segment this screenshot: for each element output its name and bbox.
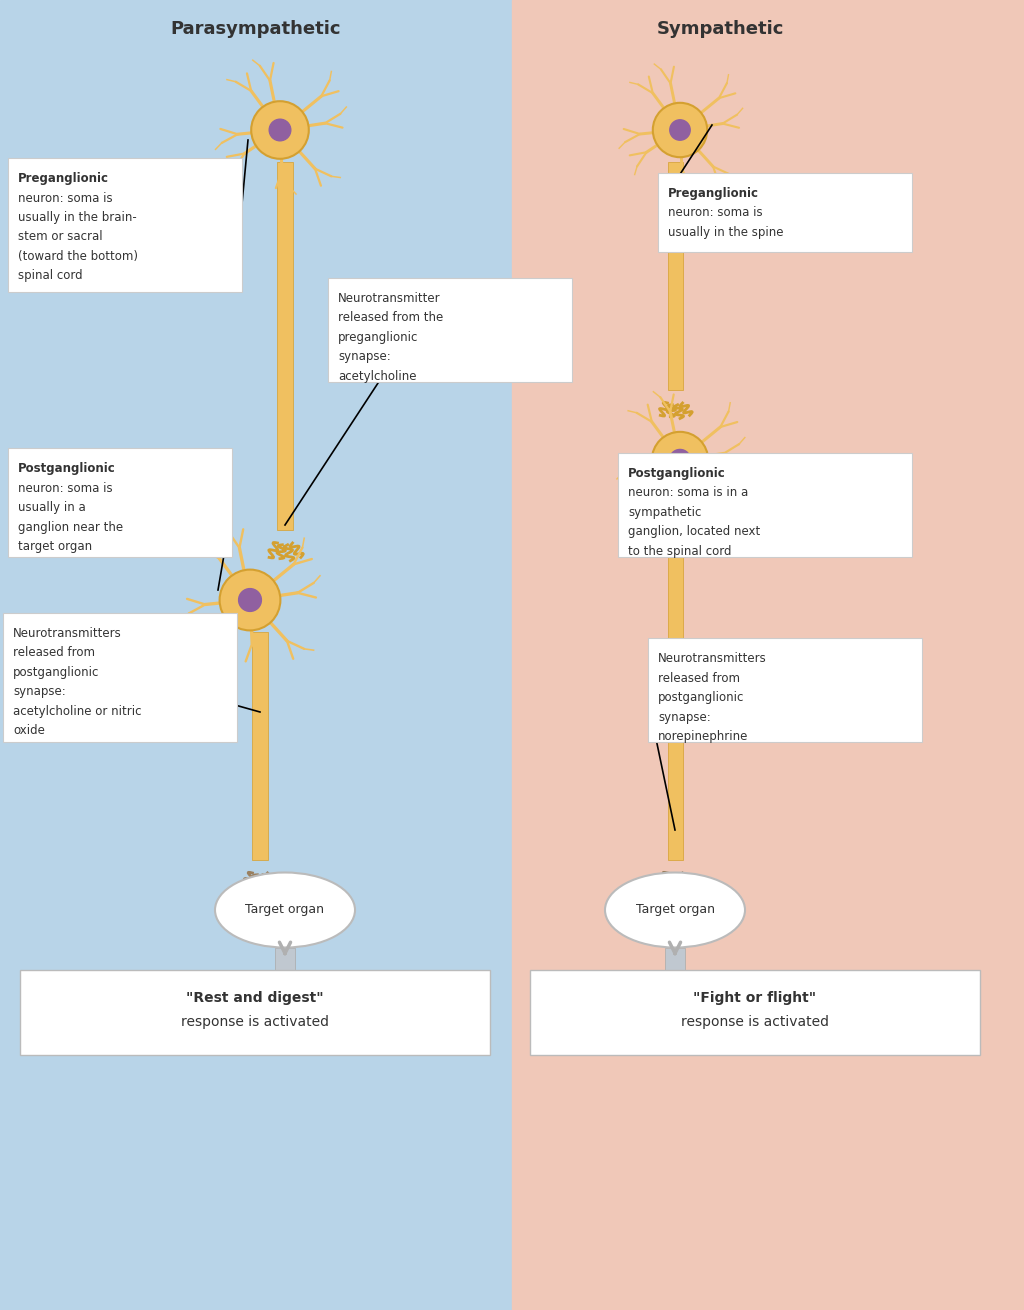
Text: neuron: soma is: neuron: soma is bbox=[18, 191, 113, 204]
Text: target organ: target organ bbox=[18, 540, 92, 553]
Text: neuron: soma is in a: neuron: soma is in a bbox=[628, 486, 749, 499]
Text: response is activated: response is activated bbox=[181, 1015, 329, 1028]
Circle shape bbox=[219, 570, 281, 630]
Text: acetylcholine or nitric: acetylcholine or nitric bbox=[13, 705, 141, 718]
Text: postganglionic: postganglionic bbox=[658, 690, 744, 703]
Circle shape bbox=[269, 119, 291, 140]
Bar bbox=[275, 948, 295, 979]
Text: Target organ: Target organ bbox=[636, 904, 715, 917]
Bar bbox=[278, 162, 293, 531]
Ellipse shape bbox=[605, 872, 745, 947]
Text: Parasympathetic: Parasympathetic bbox=[171, 20, 341, 38]
Text: spinal cord: spinal cord bbox=[18, 270, 83, 283]
Circle shape bbox=[670, 119, 690, 140]
Text: (toward the bottom): (toward the bottom) bbox=[18, 250, 138, 263]
Circle shape bbox=[670, 449, 690, 470]
Text: released from the: released from the bbox=[338, 312, 443, 325]
Text: released from: released from bbox=[658, 672, 740, 685]
FancyBboxPatch shape bbox=[3, 613, 237, 741]
Text: Target organ: Target organ bbox=[246, 904, 325, 917]
Polygon shape bbox=[655, 979, 695, 1000]
Text: "Rest and digest": "Rest and digest" bbox=[186, 990, 324, 1005]
FancyBboxPatch shape bbox=[328, 278, 572, 383]
Text: neuron: soma is: neuron: soma is bbox=[668, 207, 763, 220]
Bar bbox=[252, 631, 268, 859]
Polygon shape bbox=[265, 979, 305, 1000]
Text: synapse:: synapse: bbox=[13, 685, 66, 698]
Text: Postganglionic: Postganglionic bbox=[628, 466, 726, 479]
Text: acetylcholine: acetylcholine bbox=[338, 369, 417, 383]
Circle shape bbox=[239, 588, 261, 612]
FancyBboxPatch shape bbox=[618, 453, 912, 557]
Bar bbox=[512, 0, 1024, 1310]
Text: to the spinal cord: to the spinal cord bbox=[628, 545, 731, 558]
Bar bbox=[0, 0, 512, 1310]
Ellipse shape bbox=[215, 872, 355, 947]
Text: Sympathetic: Sympathetic bbox=[656, 20, 783, 38]
Text: usually in a: usually in a bbox=[18, 500, 86, 514]
Text: ganglion, located next: ganglion, located next bbox=[628, 525, 760, 538]
FancyBboxPatch shape bbox=[8, 448, 232, 557]
FancyBboxPatch shape bbox=[658, 173, 912, 252]
Bar bbox=[668, 162, 683, 390]
FancyBboxPatch shape bbox=[8, 159, 242, 292]
Text: response is activated: response is activated bbox=[681, 1015, 829, 1028]
FancyBboxPatch shape bbox=[20, 969, 490, 1055]
Bar bbox=[665, 948, 685, 979]
Text: oxide: oxide bbox=[13, 724, 45, 738]
Text: usually in the brain-: usually in the brain- bbox=[18, 211, 137, 224]
Text: sympathetic: sympathetic bbox=[628, 506, 701, 519]
FancyBboxPatch shape bbox=[530, 969, 980, 1055]
Text: ganglion near the: ganglion near the bbox=[18, 520, 123, 533]
Text: "Fight or flight": "Fight or flight" bbox=[693, 990, 816, 1005]
FancyBboxPatch shape bbox=[648, 638, 922, 741]
Text: postganglionic: postganglionic bbox=[13, 665, 99, 679]
Text: norepinephrine: norepinephrine bbox=[658, 730, 749, 743]
Text: Neurotransmitter: Neurotransmitter bbox=[338, 292, 440, 305]
Circle shape bbox=[653, 102, 708, 157]
Text: stem or sacral: stem or sacral bbox=[18, 231, 102, 244]
Text: usually in the spine: usually in the spine bbox=[668, 227, 783, 238]
Text: Neurotransmitters: Neurotransmitters bbox=[13, 627, 122, 641]
Circle shape bbox=[652, 432, 709, 489]
Text: Neurotransmitters: Neurotransmitters bbox=[658, 652, 767, 665]
Circle shape bbox=[251, 101, 309, 159]
Text: synapse:: synapse: bbox=[658, 710, 711, 723]
Text: Preganglionic: Preganglionic bbox=[18, 172, 109, 185]
Text: neuron: soma is: neuron: soma is bbox=[18, 482, 113, 494]
Text: Postganglionic: Postganglionic bbox=[18, 462, 116, 476]
Bar bbox=[668, 493, 683, 859]
Text: synapse:: synapse: bbox=[338, 351, 391, 363]
Text: preganglionic: preganglionic bbox=[338, 331, 419, 345]
Text: Preganglionic: Preganglionic bbox=[668, 187, 759, 200]
Text: released from: released from bbox=[13, 647, 95, 659]
